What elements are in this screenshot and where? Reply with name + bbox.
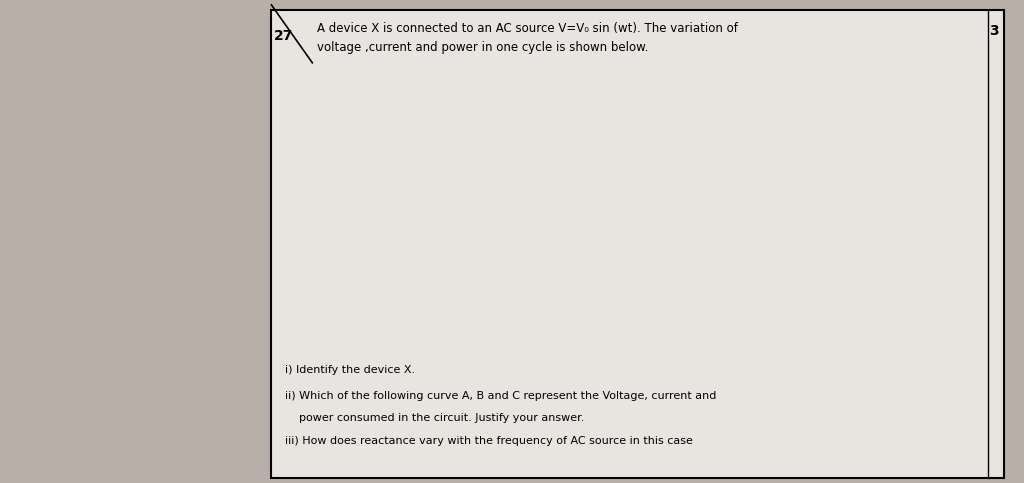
- Text: C: C: [761, 103, 790, 141]
- Text: voltage ,current and power in one cycle is shown below.: voltage ,current and power in one cycle …: [317, 41, 649, 54]
- Text: Y: Y: [313, 57, 324, 72]
- Text: A: A: [455, 99, 473, 139]
- Text: $\pi$: $\pi$: [604, 230, 614, 244]
- Text: B: B: [514, 80, 534, 117]
- Text: $2\pi$: $2\pi$: [871, 230, 891, 244]
- Text: 0: 0: [309, 218, 318, 232]
- Text: iii) How does reactance vary with the frequency of AC source in this case: iii) How does reactance vary with the fr…: [285, 436, 692, 446]
- Text: i) Identify the device X.: i) Identify the device X.: [285, 365, 415, 375]
- Text: v: v: [324, 134, 331, 144]
- Text: 27: 27: [273, 29, 293, 43]
- Text: A device X is connected to an AC source V=V₀ sin (wt). The variation of: A device X is connected to an AC source …: [317, 22, 738, 35]
- Text: ii) Which of the following curve A, B and C represent the Voltage, current and: ii) Which of the following curve A, B an…: [285, 391, 716, 401]
- Text: ωt →: ωt →: [944, 206, 974, 219]
- Text: power consumed in the circuit. Justify your answer.: power consumed in the circuit. Justify y…: [285, 413, 584, 423]
- Text: 3: 3: [989, 24, 998, 38]
